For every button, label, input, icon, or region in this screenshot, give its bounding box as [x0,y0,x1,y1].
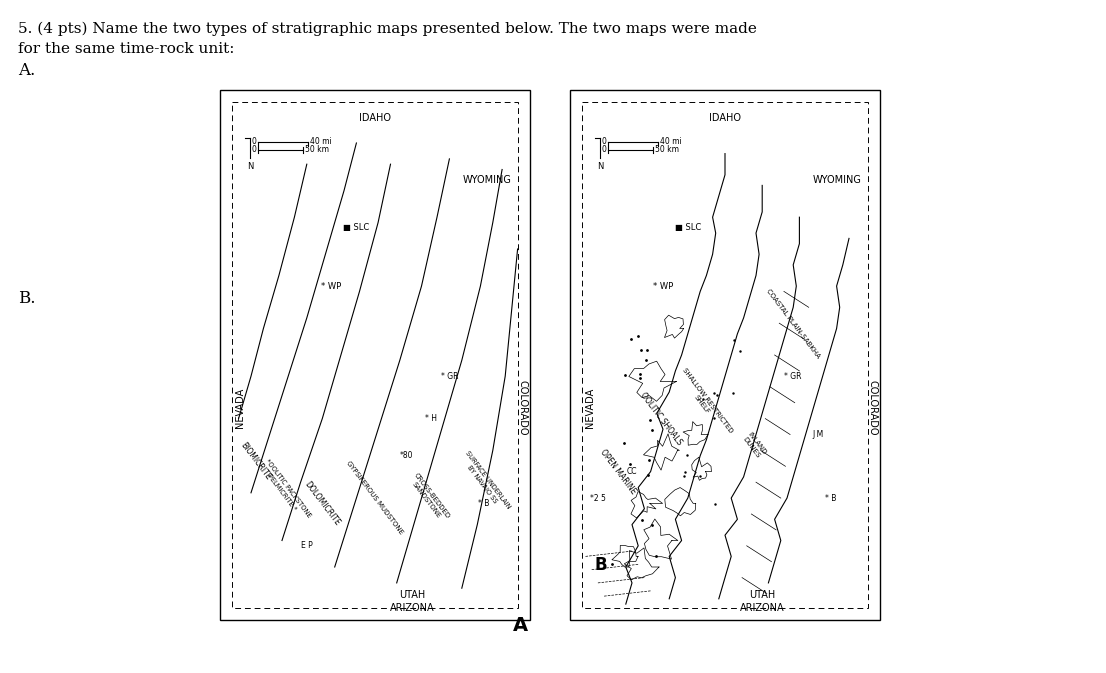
Text: *2 5: *2 5 [589,493,606,503]
Text: 50 km: 50 km [305,145,328,155]
Text: UTAH: UTAH [749,590,775,600]
Text: 40 mi: 40 mi [660,137,681,147]
Text: for the same time-rock unit:: for the same time-rock unit: [18,42,234,56]
Text: IDAHO: IDAHO [359,113,392,123]
Text: SHALLOW RESTRICTED
SHELF: SHALLOW RESTRICTED SHELF [676,367,734,438]
Text: A: A [512,616,528,635]
Text: 40 mi: 40 mi [310,137,332,147]
Text: UTAH: UTAH [399,590,426,600]
Text: N: N [597,162,603,171]
Text: J M: J M [813,430,824,439]
Text: CC: CC [627,467,637,476]
Text: GYPSIFEROUS MUDSTONE: GYPSIFEROUS MUDSTONE [345,460,405,536]
Text: N: N [247,162,253,171]
Text: 0: 0 [251,145,255,155]
Text: ARIZONA: ARIZONA [740,603,784,613]
Text: ■ SLC: ■ SLC [675,223,701,232]
Text: IDAHO: IDAHO [709,113,741,123]
Text: 5. (4 pts) Name the two types of stratigraphic maps presented below. The two map: 5. (4 pts) Name the two types of stratig… [18,22,757,36]
Text: * H: * H [425,414,437,423]
Text: ARIZONA: ARIZONA [390,603,435,613]
Text: 0: 0 [602,145,606,155]
Text: OOLITIC SHOALS: OOLITIC SHOALS [639,390,685,447]
Text: A.: A. [18,62,35,79]
Bar [570,90,880,620]
Text: * GR: * GR [784,371,802,381]
Text: 0: 0 [251,137,255,147]
Text: 0: 0 [602,137,606,147]
Text: 50 km: 50 km [655,145,679,155]
Text: COASTAL PLAIN-SABKHA: COASTAL PLAIN-SABKHA [765,287,821,359]
Text: * B: * B [825,493,836,503]
Text: B: B [595,556,607,574]
Text: WYOMING: WYOMING [813,175,862,185]
Bar [582,102,868,608]
Text: DOLOMICRITE: DOLOMICRITE [303,480,342,527]
Text: COLORADO: COLORADO [517,380,526,435]
Text: * WP: * WP [322,281,342,291]
Text: NEVADA: NEVADA [585,388,595,428]
Text: CROSS-BEDDED
SANDSTONE: CROSS-BEDDED SANDSTONE [407,472,451,524]
Text: *80: *80 [399,451,413,460]
Text: * B: * B [478,499,489,508]
Text: INLAND
DUNES: INLAND DUNES [741,431,768,460]
Text: ■ SLC: ■ SLC [343,223,369,232]
Text: E P: E P [301,541,313,551]
Text: BIOMICRITE: BIOMICRITE [239,441,272,481]
Text: B.: B. [18,290,35,307]
Text: OPEN MARINE: OPEN MARINE [598,448,638,495]
Text: * GR: * GR [440,371,458,381]
Bar [220,90,530,620]
Text: WYOMING: WYOMING [463,175,512,185]
Text: *OOLITIC PACKSTONE
PELMICRITE *: *OOLITIC PACKSTONE PELMICRITE * [259,458,312,523]
Text: NEVADA: NEVADA [234,388,246,428]
Bar [232,102,518,608]
Text: * WP: * WP [653,281,674,291]
Text: SURFACE UNDERLAIN
BY NAVAJO SS: SURFACE UNDERLAIN BY NAVAJO SS [459,450,511,514]
Text: COLORADO: COLORADO [867,380,877,435]
